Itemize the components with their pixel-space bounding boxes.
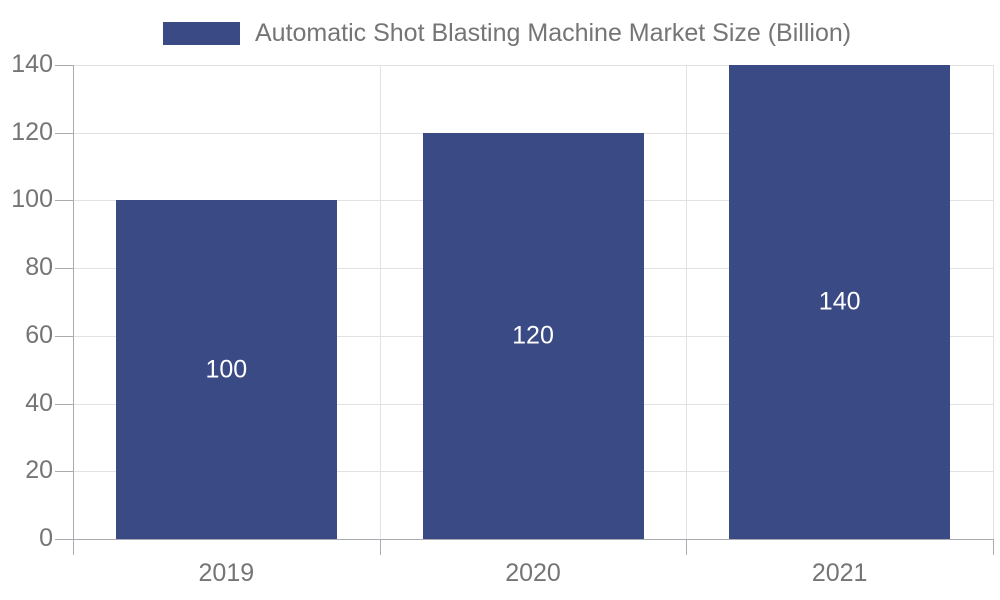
y-axis-tick bbox=[55, 335, 73, 337]
y-axis-tick bbox=[55, 403, 73, 405]
y-axis-line bbox=[73, 65, 74, 555]
gridline-vertical bbox=[379, 65, 381, 539]
y-axis-tick-label: 140 bbox=[11, 49, 53, 78]
x-axis-tick bbox=[686, 539, 688, 555]
bar-value-label: 140 bbox=[818, 287, 861, 316]
y-axis-tick-label: 100 bbox=[11, 185, 53, 214]
x-axis-tick-label: 2020 bbox=[505, 559, 561, 587]
gridline-horizontal bbox=[73, 65, 993, 66]
legend-label: Automatic Shot Blasting Machine Market S… bbox=[255, 19, 852, 47]
y-axis-tick bbox=[55, 200, 73, 202]
x-axis-tick bbox=[379, 539, 381, 555]
bar-2020[interactable] bbox=[422, 132, 644, 539]
legend-swatch bbox=[163, 22, 240, 45]
x-axis-tick-label: 2021 bbox=[811, 559, 868, 587]
y-axis-tick-label: 120 bbox=[11, 117, 53, 146]
y-axis-tick-label: 60 bbox=[25, 320, 53, 349]
y-axis-tick bbox=[55, 539, 73, 540]
bar-value-label: 120 bbox=[512, 321, 554, 350]
y-axis-tick bbox=[55, 471, 73, 473]
y-axis-tick-label: 80 bbox=[25, 253, 53, 282]
y-axis-tick bbox=[55, 65, 73, 66]
y-axis-tick bbox=[55, 132, 73, 134]
y-axis-tick-label: 0 bbox=[39, 523, 53, 552]
legend[interactable]: Automatic Shot Blasting Machine Market S… bbox=[163, 19, 851, 48]
y-axis-tick-label: 20 bbox=[25, 456, 53, 485]
y-axis-tick-label: 40 bbox=[25, 388, 53, 417]
gridline-vertical bbox=[686, 65, 688, 539]
x-axis-tick bbox=[993, 539, 994, 555]
bar-value-label: 100 bbox=[205, 355, 248, 384]
x-axis-tick-label: 2019 bbox=[198, 559, 255, 587]
y-axis-tick bbox=[55, 268, 73, 270]
gridline-vertical bbox=[993, 65, 994, 539]
x-axis-line bbox=[55, 539, 993, 540]
bar-2019[interactable] bbox=[115, 200, 337, 539]
bar-2021[interactable] bbox=[729, 65, 951, 539]
